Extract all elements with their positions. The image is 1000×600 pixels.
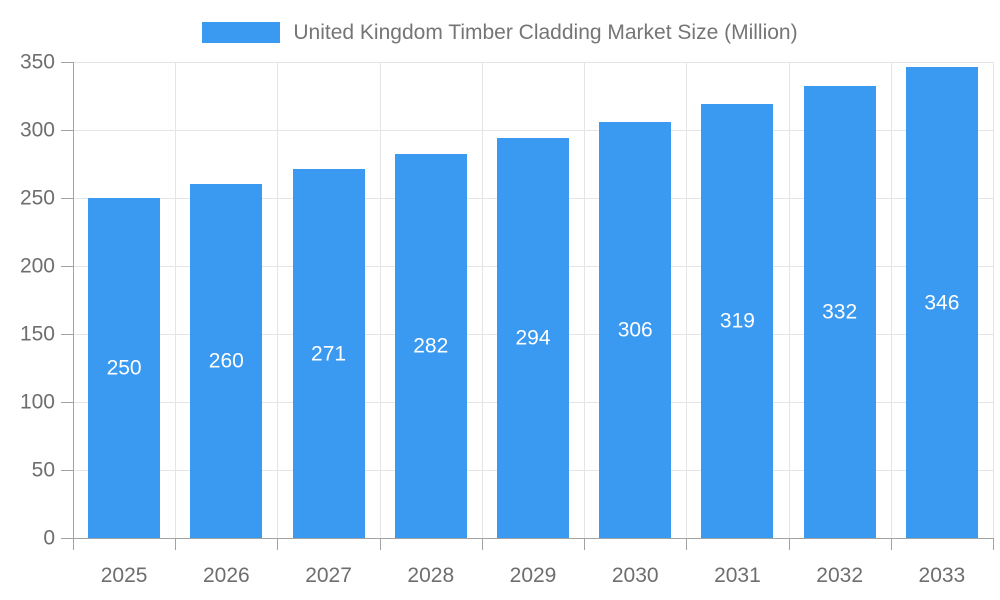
- bar-2030[interactable]: 306: [599, 121, 672, 538]
- bar-value-label: 294: [515, 326, 551, 350]
- y-tick: [61, 538, 73, 539]
- gridline-x-1: [175, 62, 177, 538]
- bar-value-label: 282: [413, 334, 449, 358]
- gridline-y-350: [73, 62, 993, 63]
- bar-2027[interactable]: 271: [292, 169, 365, 538]
- chart-legend[interactable]: United Kingdom Timber Cladding Market Si…: [0, 16, 1000, 48]
- y-axis-label-250: 250: [19, 186, 55, 210]
- x-axis-label-2030: 2030: [611, 564, 659, 587]
- legend-label: United Kingdom Timber Cladding Market Si…: [293, 20, 798, 44]
- y-axis-label-0: 0: [43, 526, 55, 550]
- y-tick: [61, 266, 73, 267]
- y-tick: [61, 198, 73, 199]
- y-tick: [61, 130, 73, 131]
- x-tick: [277, 538, 279, 550]
- y-axis-line: [73, 62, 74, 538]
- x-tick: [481, 538, 483, 550]
- y-axis-label-50: 50: [31, 458, 55, 482]
- x-tick: [788, 538, 790, 550]
- gridline-x-8: [890, 62, 892, 538]
- x-tick: [993, 538, 994, 550]
- bar-value-label: 346: [924, 291, 960, 315]
- y-axis-label-150: 150: [19, 322, 55, 346]
- x-tick: [890, 538, 892, 550]
- legend-swatch-icon: [202, 21, 281, 43]
- x-tick: [73, 538, 74, 550]
- x-axis-label-2026: 2026: [202, 564, 250, 587]
- x-axis-label-2029: 2029: [509, 564, 557, 587]
- y-axis-label-350: 350: [19, 50, 55, 74]
- y-tick: [61, 402, 73, 403]
- bar-value-label: 250: [106, 356, 142, 380]
- bar-2032[interactable]: 332: [803, 86, 876, 538]
- x-tick: [686, 538, 688, 550]
- x-axis-label-2027: 2027: [305, 564, 352, 587]
- x-axis-label-2031: 2031: [714, 564, 761, 587]
- bar-value-label: 260: [208, 349, 244, 373]
- x-tick: [584, 538, 586, 550]
- gridline-x-6: [686, 62, 688, 538]
- x-tick: [379, 538, 381, 550]
- bar-2031[interactable]: 319: [701, 104, 774, 538]
- y-tick: [61, 470, 73, 471]
- y-axis-label-300: 300: [19, 118, 55, 142]
- x-tick: [175, 538, 177, 550]
- bar-value-label: 306: [617, 318, 653, 342]
- bar-value-label: 319: [719, 309, 755, 333]
- y-tick: [61, 62, 73, 63]
- gridline-x-2: [277, 62, 279, 538]
- gridline-x-4: [481, 62, 483, 538]
- bar-2033[interactable]: 346: [905, 67, 978, 538]
- bar-2029[interactable]: 294: [497, 138, 569, 538]
- bar-2026[interactable]: 260: [190, 184, 263, 538]
- bar-2025[interactable]: 250: [88, 198, 161, 538]
- gridline-x-7: [788, 62, 790, 538]
- x-axis-label-2028: 2028: [407, 564, 455, 587]
- plot-area: 250 260 271 282 294 306 319 332 346: [73, 62, 994, 538]
- y-tick: [61, 334, 73, 335]
- x-axis-label-2033: 2033: [918, 564, 966, 587]
- gridline-x-5: [584, 62, 586, 538]
- y-axis-label-100: 100: [19, 390, 55, 414]
- bar-value-label: 332: [822, 300, 858, 324]
- gridline-x-3: [379, 62, 381, 538]
- bar-2028[interactable]: 282: [394, 154, 467, 538]
- gridline-y-300: [73, 130, 993, 131]
- x-axis-label-2032: 2032: [816, 564, 864, 587]
- bar-value-label: 271: [311, 342, 347, 366]
- x-axis-line: [73, 538, 993, 539]
- y-axis-label-200: 200: [19, 254, 55, 278]
- x-axis-label-2025: 2025: [100, 564, 148, 587]
- gridline-x-9: [993, 62, 994, 538]
